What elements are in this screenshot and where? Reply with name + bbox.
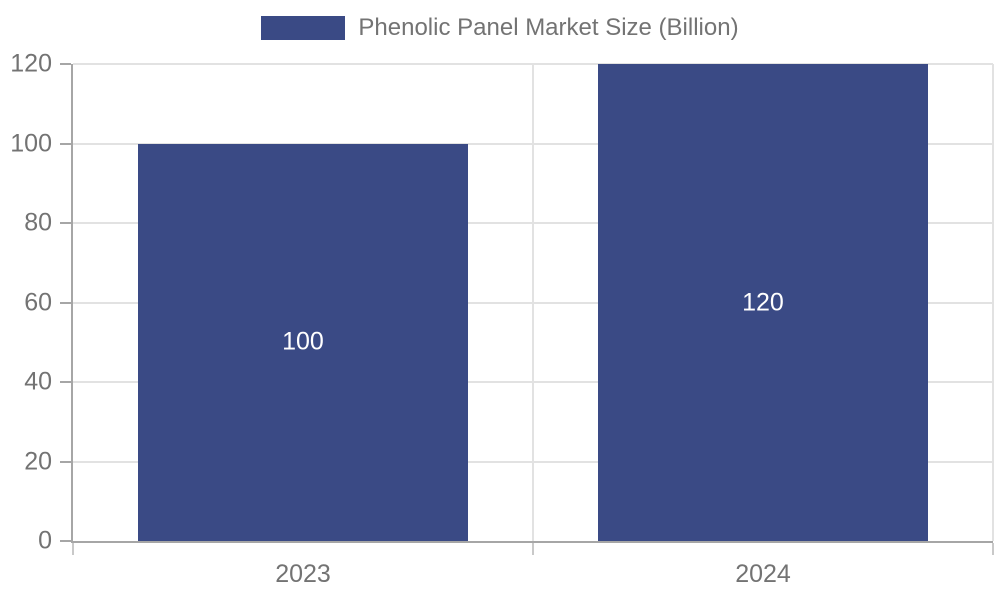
x-tick-label: 2023 (275, 560, 331, 588)
y-axis-tick (60, 63, 71, 65)
y-tick-label: 0 (38, 526, 52, 555)
y-tick-label: 100 (10, 129, 52, 157)
y-tick-label: 40 (24, 367, 52, 396)
y-tick-label: 120 (10, 49, 52, 78)
y-axis-tick (60, 381, 71, 383)
x-axis-tick (72, 543, 74, 555)
bar-value-label: 120 (742, 288, 784, 316)
bar-value-label: 100 (282, 327, 324, 356)
y-tick-label: 60 (24, 288, 52, 316)
y-tick-label: 20 (24, 447, 52, 475)
y-axis-tick (60, 301, 71, 304)
legend-label: Phenolic Panel Market Size (Billion) (358, 14, 739, 41)
x-axis-tick (992, 543, 994, 555)
y-tick-label: 80 (24, 208, 52, 237)
legend-swatch (261, 16, 346, 40)
bar-2024: 120 (598, 64, 928, 541)
x-axis-tick (532, 543, 534, 555)
y-axis-line (71, 64, 73, 543)
y-axis-tick (60, 142, 71, 145)
x-tick-label: 2024 (735, 560, 791, 588)
vertical-gridline (532, 64, 534, 541)
y-axis-tick (60, 460, 71, 463)
plot-area: 0 20 40 60 80 100 120 100 2023 120 2024 (10, 51, 994, 587)
y-axis-tick (60, 540, 71, 542)
chart-legend: Phenolic Panel Market Size (Billion) (0, 16, 1000, 40)
x-axis-line (71, 541, 993, 543)
bar-2023: 100 (138, 143, 468, 541)
y-axis-tick (60, 222, 71, 224)
vertical-gridline (992, 64, 994, 541)
